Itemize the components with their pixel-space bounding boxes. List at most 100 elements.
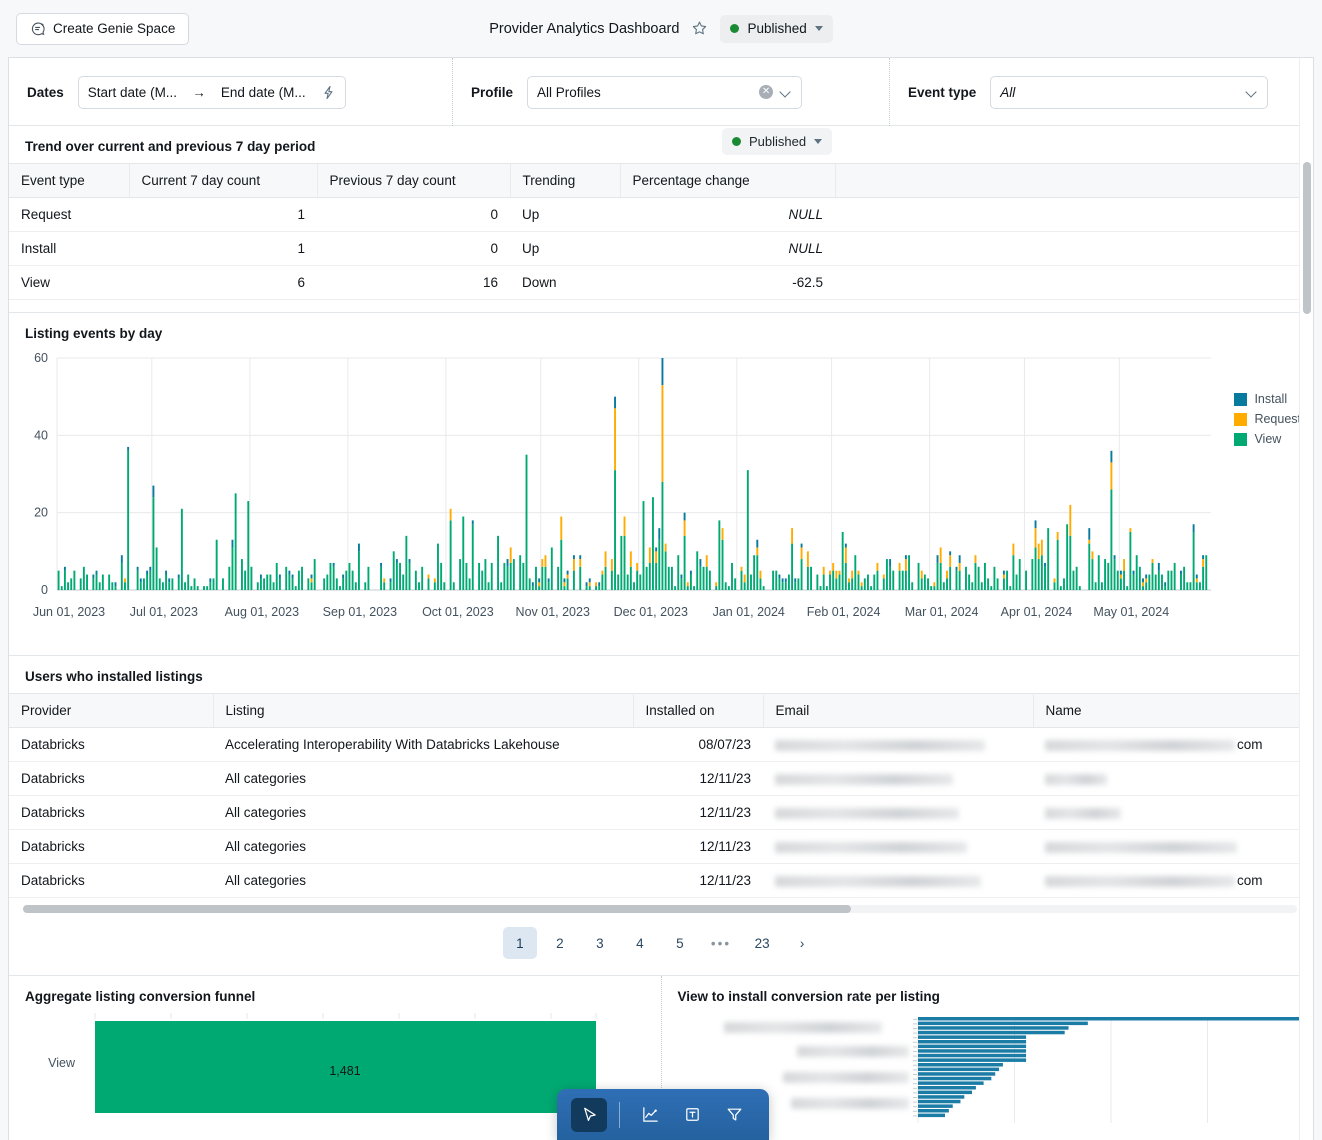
funnel-widget: Aggregate listing conversion funnel View… xyxy=(9,976,662,1128)
canvas-toolbar xyxy=(557,1089,769,1140)
legend-item-request[interactable]: Request xyxy=(1234,412,1301,426)
conversion-chart-svg[interactable] xyxy=(668,1013,1308,1123)
create-genie-space-button[interactable]: Create Genie Space xyxy=(16,12,190,45)
cell-percentage: NULL xyxy=(620,197,835,232)
th-provider[interactable]: Provider xyxy=(9,693,214,728)
cell-listing: All categories xyxy=(213,795,633,830)
trend-status-badge[interactable]: Published xyxy=(722,128,833,155)
cell-installed-on: 08/07/23 xyxy=(633,727,763,762)
listing-events-chart[interactable]: 0 20 40 60 Jun 01, 2023 Jul 01, 2023 Aug 01, 2… xyxy=(9,350,1313,655)
table-row[interactable]: Databricks Accelerating Interoperability … xyxy=(9,727,1313,762)
page-button-1[interactable]: 1 xyxy=(502,927,537,959)
svg-text:Jun 01, 2023: Jun 01, 2023 xyxy=(33,605,105,619)
line-chart-icon[interactable] xyxy=(632,1098,668,1132)
listing-events-chart-svg[interactable]: 0 20 40 60 Jun 01, 2023 Jul 01, 2023 Aug 01, 2… xyxy=(9,350,1301,640)
range-arrow-icon: → xyxy=(192,84,206,100)
date-range-input[interactable]: Start date (M... → End date (M... xyxy=(77,75,346,109)
filter-dates: Dates Start date (M... → End date (M... xyxy=(9,58,453,126)
trend-widget-title: Trend over current and previous 7 day pe… xyxy=(25,139,316,154)
svg-text:Dec 01, 2023: Dec 01, 2023 xyxy=(614,605,688,619)
cell-email xyxy=(763,761,1033,796)
page-button-5[interactable]: 5 xyxy=(676,935,684,951)
filter-event-type: Event type All xyxy=(890,58,1313,126)
table-row[interactable]: Databricks All categories 12/11/23 xyxy=(9,761,1313,796)
top-bar: Create Genie Space Provider Analytics Da… xyxy=(0,0,1322,57)
profile-label: Profile xyxy=(471,84,514,100)
chart-legend: Install Request View xyxy=(1234,392,1301,452)
conversion-category-labels xyxy=(723,1019,909,1119)
page-button-last[interactable]: 23 xyxy=(754,935,770,951)
cell-installed-on: 12/11/23 xyxy=(633,863,763,898)
table-row[interactable]: Databricks All categories 12/11/23 xyxy=(9,795,1313,830)
pagination: 1 2 3 4 5 ••• 23 › xyxy=(9,913,1313,975)
filter-profile: Profile All Profiles ✕ xyxy=(453,58,890,126)
page-button-3[interactable]: 3 xyxy=(596,935,604,951)
chevron-down-icon xyxy=(814,139,823,144)
text-box-icon[interactable] xyxy=(674,1098,710,1132)
end-date-field[interactable]: End date (M... xyxy=(220,84,306,100)
table-row[interactable]: View 6 16 Down -62.5 xyxy=(9,265,1313,300)
pagination-ellipsis: ••• xyxy=(710,935,732,951)
legend-item-install[interactable]: Install xyxy=(1234,392,1301,406)
th-spacer xyxy=(835,163,1313,198)
clear-circle-icon[interactable]: ✕ xyxy=(759,85,774,99)
th-event-type[interactable]: Event type xyxy=(9,163,130,198)
th-name[interactable]: Name xyxy=(1033,693,1313,728)
table-row[interactable]: Request 1 0 Up NULL xyxy=(9,197,1313,232)
page-button-4[interactable]: 4 xyxy=(636,935,644,951)
conversion-chart[interactable] xyxy=(662,1013,1314,1128)
status-badge[interactable]: Published xyxy=(720,14,833,43)
cell-provider: Databricks xyxy=(9,727,213,762)
page-scrollbar[interactable] xyxy=(1299,58,1313,1140)
cell-name xyxy=(1033,829,1313,864)
th-listing[interactable]: Listing xyxy=(213,693,634,728)
th-percentage-change[interactable]: Percentage change xyxy=(620,163,836,198)
cell-trending: Up xyxy=(510,197,620,232)
cell-current: 1 xyxy=(129,197,317,232)
filter-funnel-icon[interactable] xyxy=(716,1098,752,1132)
star-icon[interactable] xyxy=(691,20,708,37)
start-date-field[interactable]: Start date (M... xyxy=(87,84,178,100)
funnel-chart[interactable]: View 1,481 xyxy=(9,1013,661,1113)
svg-text:Nov 01, 2023: Nov 01, 2023 xyxy=(516,605,590,619)
dashboard-canvas: Dates Start date (M... → End date (M... … xyxy=(8,57,1314,1140)
cell-spacer xyxy=(835,197,1313,232)
users-table-hscrollbar-thumb[interactable] xyxy=(23,905,851,913)
svg-text:Sep 01, 2023: Sep 01, 2023 xyxy=(323,605,397,619)
users-widget-title: Users who installed listings xyxy=(25,669,203,684)
table-row[interactable]: Databricks All categories 12/11/23 com xyxy=(9,863,1313,898)
chevron-right-icon[interactable]: › xyxy=(799,935,805,951)
funnel-chart-svg[interactable]: 1,481 xyxy=(83,1013,628,1113)
page-button-2[interactable]: 2 xyxy=(556,935,564,951)
svg-text:Feb 01, 2024: Feb 01, 2024 xyxy=(807,605,881,619)
th-current-count[interactable]: Current 7 day count xyxy=(129,163,318,198)
svg-text:Oct 01, 2023: Oct 01, 2023 xyxy=(422,605,494,619)
th-installed-on[interactable]: Installed on xyxy=(633,693,764,728)
cell-listing: Accelerating Interoperability With Datab… xyxy=(213,727,633,762)
svg-text:0: 0 xyxy=(41,583,48,597)
svg-text:May 01, 2024: May 01, 2024 xyxy=(1093,605,1169,619)
table-row[interactable]: Databricks All categories 12/11/23 xyxy=(9,829,1313,864)
svg-text:20: 20 xyxy=(34,506,48,520)
th-previous-count[interactable]: Previous 7 day count xyxy=(317,163,511,198)
users-installed-widget: Users who installed listings Provider Li… xyxy=(9,656,1313,976)
status-dot-icon xyxy=(732,137,741,146)
th-trending[interactable]: Trending xyxy=(510,163,621,198)
page-scrollbar-thumb[interactable] xyxy=(1303,162,1311,314)
lightning-bolt-icon[interactable] xyxy=(321,85,336,100)
cell-email xyxy=(763,829,1033,864)
cursor-arrow-icon[interactable] xyxy=(571,1097,607,1132)
cell-previous: 0 xyxy=(317,231,510,266)
cell-percentage: -62.5 xyxy=(620,265,835,300)
trend-table-header-row: Event type Current 7 day count Previous … xyxy=(9,163,1313,198)
legend-item-view[interactable]: View xyxy=(1234,432,1301,446)
svg-text:40: 40 xyxy=(34,428,48,442)
th-email[interactable]: Email xyxy=(763,693,1034,728)
svg-text:60: 60 xyxy=(34,351,48,365)
profile-select[interactable]: All Profiles ✕ xyxy=(527,75,803,109)
table-row[interactable]: Install 1 0 Up NULL xyxy=(9,231,1313,266)
event-type-select[interactable]: All xyxy=(990,75,1269,109)
users-table-hscrollbar[interactable] xyxy=(23,905,1297,913)
cell-spacer xyxy=(835,265,1313,300)
